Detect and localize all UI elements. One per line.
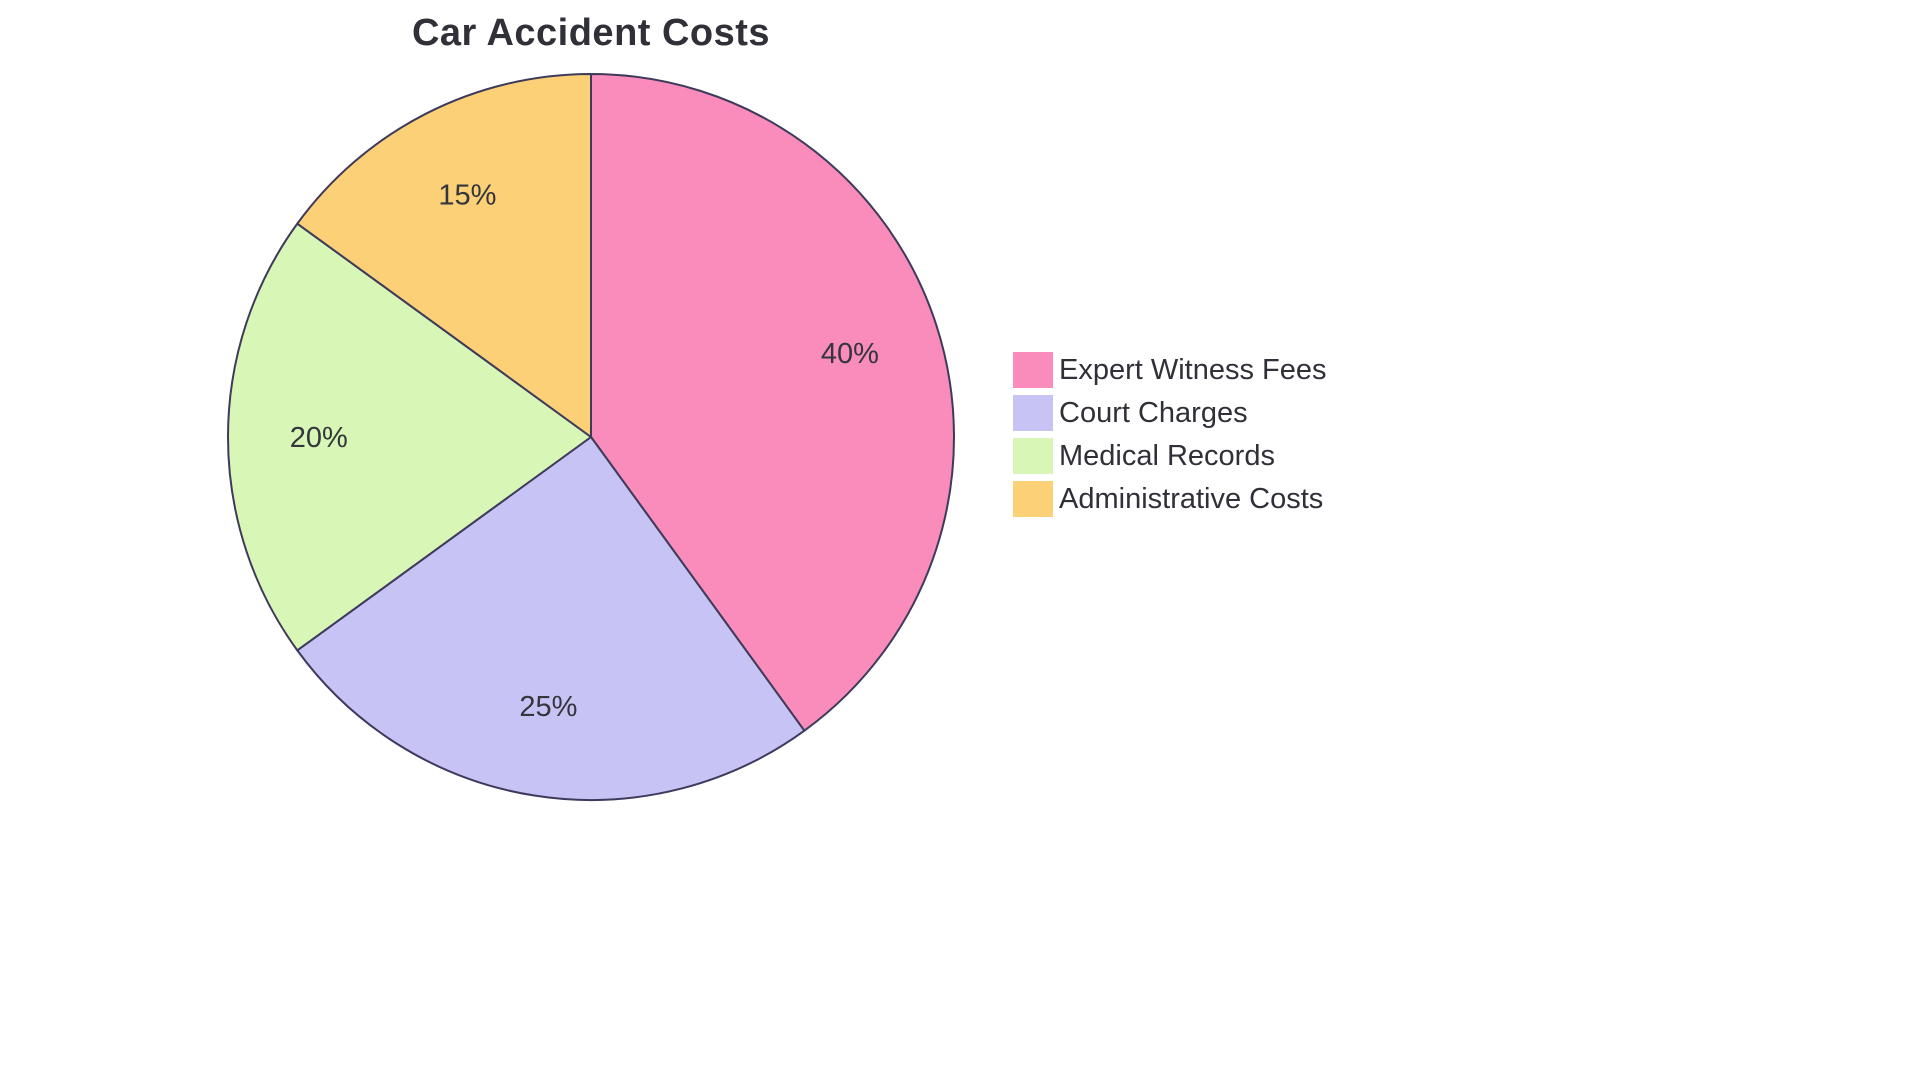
slice-label-court-charges: 25% xyxy=(519,691,577,723)
legend-label-administrative-costs: Administrative Costs xyxy=(1059,482,1324,515)
legend-swatch-court-charges xyxy=(1013,395,1053,431)
legend: Expert Witness Fees Court Charges Medical … xyxy=(1013,352,1327,517)
chart-title: Car Accident Costs xyxy=(411,12,771,54)
legend-swatch-medical-records xyxy=(1013,438,1053,474)
pie-slice-expert-witness-fees xyxy=(590,73,955,732)
legend-label-medical-records: Medical Records xyxy=(1059,439,1275,472)
legend-swatch-administrative-costs xyxy=(1013,481,1053,517)
legend-item-expert-witness-fees: Expert Witness Fees xyxy=(1013,352,1327,388)
legend-item-medical-records: Medical Records xyxy=(1013,438,1327,474)
pie-slice-court-charges xyxy=(296,436,806,801)
slice-label-expert-witness-fees: 40% xyxy=(821,338,879,370)
legend-swatch-expert-witness-fees xyxy=(1013,352,1053,388)
pie-slice-administrative-costs xyxy=(296,73,592,438)
legend-label-expert-witness-fees: Expert Witness Fees xyxy=(1059,353,1327,386)
slice-label-medical-records: 20% xyxy=(290,422,348,454)
pie-slice-medical-records xyxy=(227,222,592,652)
legend-item-court-charges: Court Charges xyxy=(1013,395,1327,431)
legend-item-administrative-costs: Administrative Costs xyxy=(1013,481,1327,517)
slice-label-administrative-costs: 15% xyxy=(438,179,496,211)
legend-label-court-charges: Court Charges xyxy=(1059,396,1248,429)
